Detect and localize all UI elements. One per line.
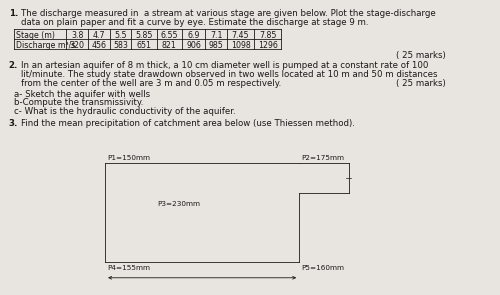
Text: 3.8: 3.8 [71,31,84,40]
Text: a- Sketch the aquifer with wells: a- Sketch the aquifer with wells [14,90,150,99]
Text: ( 25 marks): ( 25 marks) [396,51,446,60]
Text: P4=155mm: P4=155mm [107,265,150,271]
Text: 906: 906 [186,40,201,50]
Text: 7.85: 7.85 [259,31,276,40]
Text: 1.: 1. [8,9,18,18]
Text: 583: 583 [113,40,128,50]
Text: 456: 456 [92,40,106,50]
Text: data on plain paper and fit a curve by eye. Estimate the discharge at stage 9 m.: data on plain paper and fit a curve by e… [21,18,368,27]
Text: ( 25 marks): ( 25 marks) [396,79,446,88]
Text: 2.: 2. [8,61,18,70]
Text: 5.5: 5.5 [114,31,126,40]
Text: from the center of the well are 3 m and 0.05 m respectively.: from the center of the well are 3 m and … [21,79,281,88]
Text: lit/minute. The study state drawdown observed in two wells located at 10 m and 5: lit/minute. The study state drawdown obs… [21,70,438,79]
Text: 7.1: 7.1 [210,31,222,40]
Text: 821: 821 [162,40,176,50]
Text: P2=175mm: P2=175mm [301,155,344,161]
Text: Discharge m³/s: Discharge m³/s [16,40,75,50]
Text: P5=160mm: P5=160mm [301,265,344,271]
Text: P3=230mm: P3=230mm [158,201,200,207]
Text: c- What is the hydraulic conductivity of the aquifer.: c- What is the hydraulic conductivity of… [14,107,235,117]
Text: Stage (m): Stage (m) [16,31,54,40]
Text: 320: 320 [70,40,84,50]
Text: b-Compute the transmissivity.: b-Compute the transmissivity. [14,99,143,107]
Text: 7.45: 7.45 [232,31,250,40]
Text: 6.9: 6.9 [188,31,200,40]
Text: 651: 651 [136,40,152,50]
Text: 1098: 1098 [230,40,250,50]
Text: 4.7: 4.7 [92,31,105,40]
Text: The discharge measured in  a stream at various stage are given below. Plot the s: The discharge measured in a stream at va… [21,9,436,18]
Text: 5.85: 5.85 [136,31,152,40]
Text: In an artesian aquifer of 8 m thick, a 10 cm diameter well is pumped at a consta: In an artesian aquifer of 8 m thick, a 1… [21,61,428,70]
Text: 1296: 1296 [258,40,278,50]
Text: 3.: 3. [8,119,18,128]
Text: 985: 985 [209,40,224,50]
Text: P1=150mm: P1=150mm [107,155,150,161]
Text: 6.55: 6.55 [160,31,178,40]
Text: Find the mean precipitation of catchment area below (use Thiessen method).: Find the mean precipitation of catchment… [21,119,355,128]
